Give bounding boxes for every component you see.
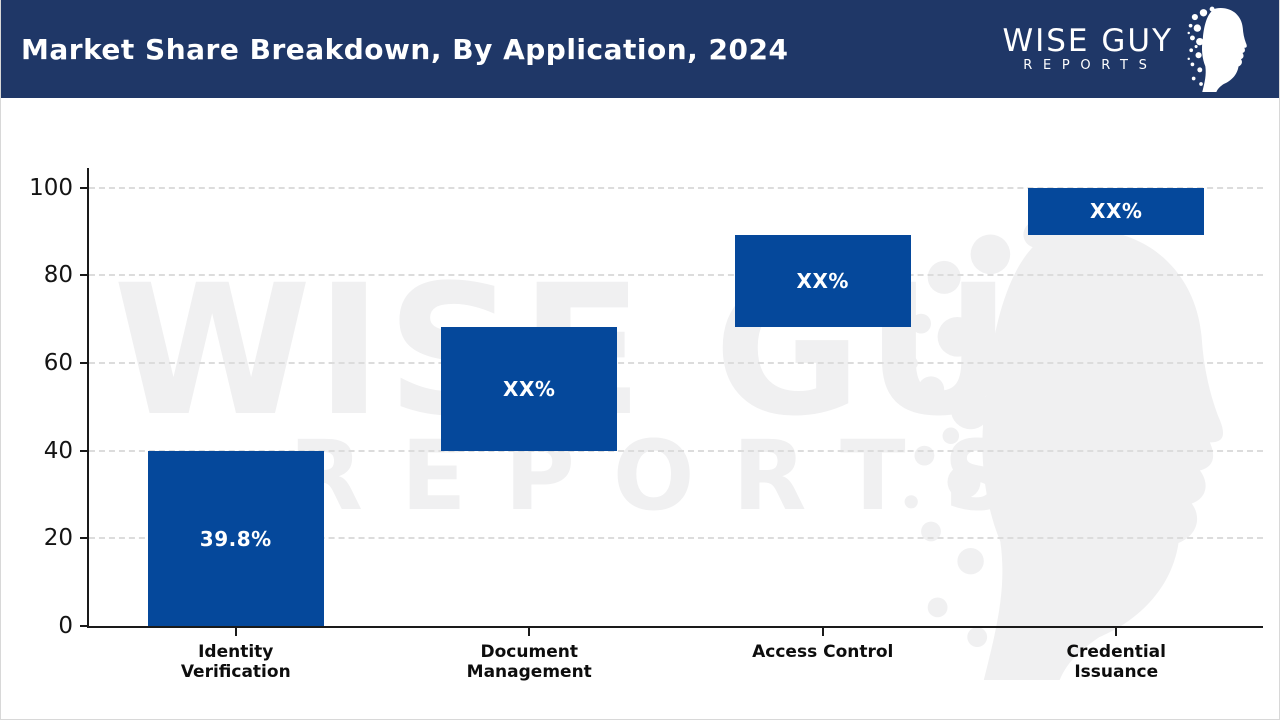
y-tick-label-100: 100 xyxy=(29,174,73,201)
bar-document-management: XX% xyxy=(441,326,618,452)
y-tick-mark-0 xyxy=(80,625,89,627)
bar-access-control: XX% xyxy=(734,235,911,327)
y-tick-label-20: 20 xyxy=(43,525,73,552)
y-tick-mark-80 xyxy=(80,274,89,277)
watermark-text-line2: REPORTS xyxy=(289,420,1051,532)
logo-line1: WISE GUY xyxy=(1002,23,1173,59)
bar-value-label: XX% xyxy=(796,269,849,294)
y-axis-spine xyxy=(87,168,89,628)
y-tick-mark-40 xyxy=(80,449,89,452)
bar-value-label: XX% xyxy=(503,377,556,402)
x-tick-mark-2 xyxy=(821,628,824,636)
x-category-label-1: Document Management xyxy=(399,642,659,682)
x-category-line: Access Control xyxy=(752,642,894,662)
bar-value-label: 39.8% xyxy=(199,526,272,551)
bar-credential-issuance: XX% xyxy=(1028,187,1205,236)
x-category-line: Document xyxy=(480,642,578,662)
x-category-label-2: Access Control xyxy=(693,642,953,662)
y-tick-mark-60 xyxy=(80,361,89,364)
x-tick-mark-0 xyxy=(234,628,237,636)
logo-wordmark: WISE GUY REPORTS xyxy=(1002,24,1173,74)
x-category-line: Issuance xyxy=(1074,662,1159,682)
bar-value-label: XX% xyxy=(1090,199,1143,224)
x-category-line: Credential xyxy=(1066,642,1166,662)
header-bar: Market Share Breakdown, By Application, … xyxy=(1,0,1279,98)
grid-line-100 xyxy=(89,186,1263,189)
x-axis-spine xyxy=(87,626,1263,628)
logo-line2: REPORTS xyxy=(1023,58,1158,73)
x-category-line: Management xyxy=(466,662,592,682)
x-category-label-0: Identity Verification xyxy=(106,642,366,682)
bar-identity-verification: 39.8% xyxy=(147,451,324,626)
y-tick-mark-20 xyxy=(80,537,89,540)
logo-face-icon xyxy=(1175,6,1259,92)
x-tick-mark-3 xyxy=(1115,628,1118,636)
y-tick-label-80: 80 xyxy=(43,262,73,289)
y-tick-mark-100 xyxy=(80,186,89,189)
wiseguy-logo: WISE GUY REPORTS xyxy=(1002,6,1259,92)
x-tick-mark-1 xyxy=(528,628,531,636)
y-tick-label-60: 60 xyxy=(43,349,73,376)
x-category-label-3: Credential Issuance xyxy=(986,642,1246,682)
grid-line-40 xyxy=(89,449,1263,452)
x-category-line: Verification xyxy=(180,662,291,682)
grid-line-60 xyxy=(89,361,1263,364)
grid-line-20 xyxy=(89,537,1263,540)
x-category-line: Identity xyxy=(198,642,274,662)
y-tick-label-40: 40 xyxy=(43,437,73,464)
y-tick-label-0: 0 xyxy=(58,613,73,639)
grid-line-80 xyxy=(89,274,1263,277)
chart-title: Market Share Breakdown, By Application, … xyxy=(21,32,789,66)
